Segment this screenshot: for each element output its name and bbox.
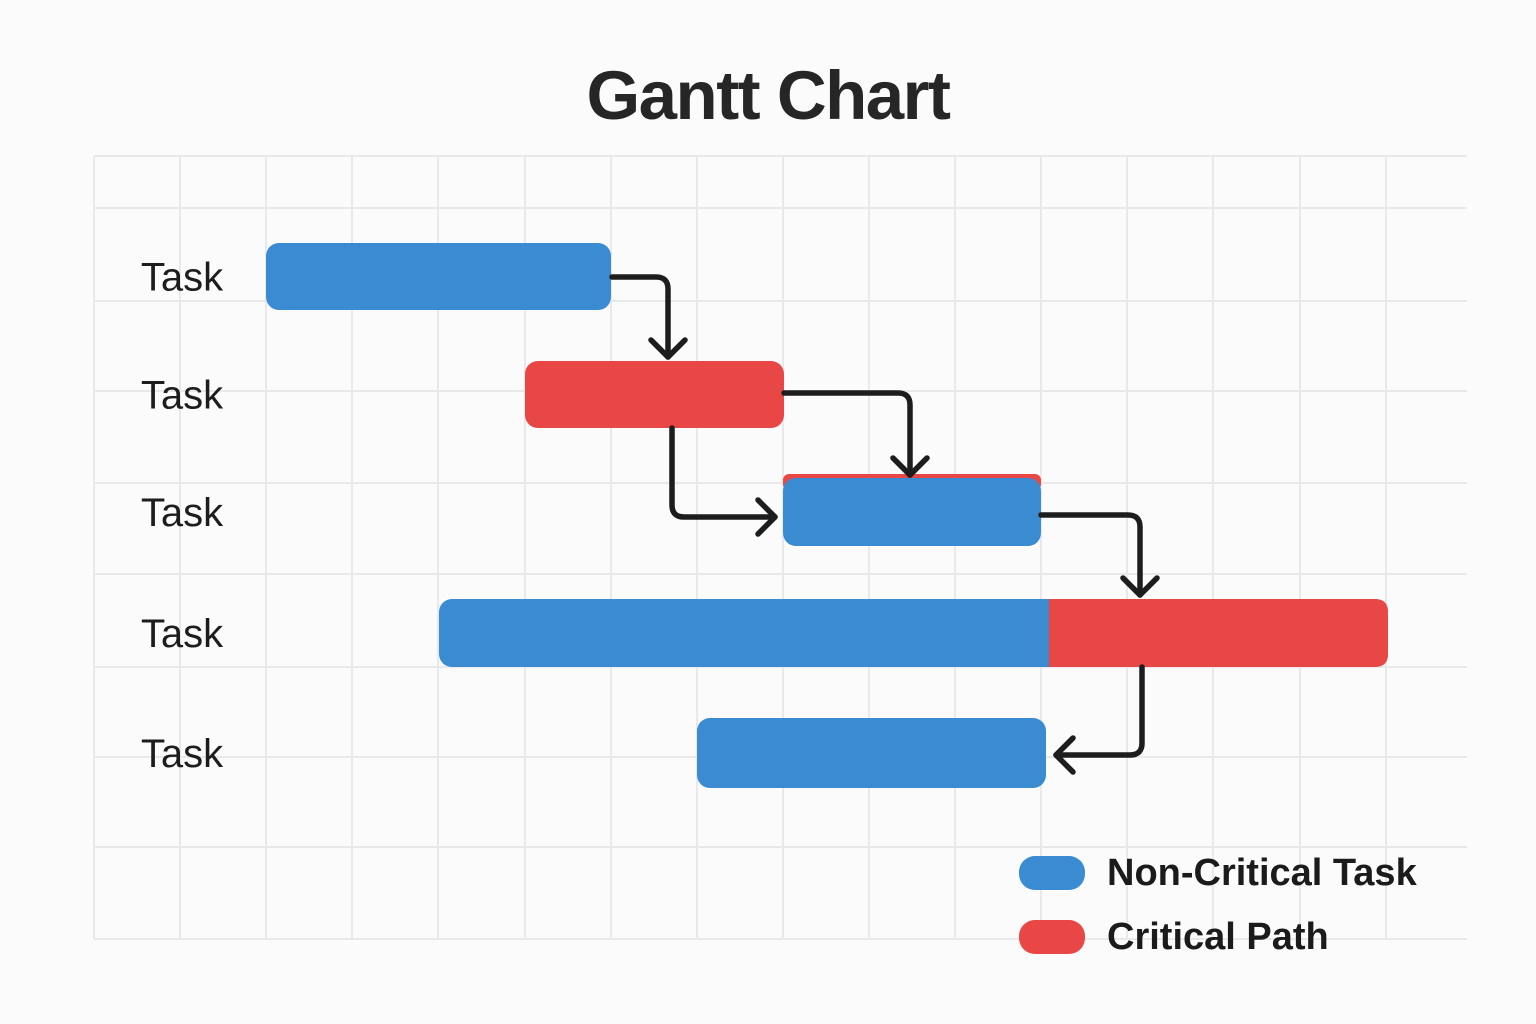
arrowhead-chevron-icon bbox=[1053, 735, 1076, 775]
task-bar-segment-non-critical bbox=[697, 718, 1046, 788]
task-bar-segment-non-critical bbox=[266, 243, 611, 310]
dependency-arrow-line bbox=[669, 425, 778, 520]
dependency-arrow-line bbox=[1038, 512, 1143, 598]
arrowhead-chevron-icon bbox=[755, 497, 778, 537]
legend-item-critical: Critical Path bbox=[1019, 918, 1417, 956]
dependency-arrow-line bbox=[609, 274, 671, 360]
arrowhead-chevron-icon bbox=[1120, 575, 1160, 598]
task-bar-segment-critical bbox=[525, 361, 784, 428]
legend-label: Critical Path bbox=[1107, 916, 1329, 958]
legend-swatch-critical bbox=[1019, 920, 1085, 954]
dependency-arrow-line bbox=[1053, 664, 1145, 758]
task-row-label: Task bbox=[141, 374, 224, 418]
legend-item-non-critical: Non-Critical Task bbox=[1019, 854, 1417, 892]
task-bar-segment-critical bbox=[1049, 599, 1388, 667]
task-row-label: Task bbox=[141, 491, 224, 535]
task-bars bbox=[266, 243, 1388, 788]
task-bar-segment-non-critical bbox=[783, 478, 1041, 546]
task-row-label: Task bbox=[141, 256, 224, 300]
dependency-arrows bbox=[609, 274, 1160, 775]
arrowhead-chevron-icon bbox=[890, 455, 930, 478]
legend-swatch-non-critical bbox=[1019, 856, 1085, 890]
legend-label: Non-Critical Task bbox=[1107, 852, 1417, 894]
chart-title: Gantt Chart bbox=[586, 57, 952, 134]
arrowhead-chevron-icon bbox=[648, 337, 688, 360]
task-row-label: Task bbox=[141, 732, 224, 776]
task-row-label: Task bbox=[141, 612, 224, 656]
task-row-labels: Task Task Task Task Task bbox=[141, 256, 224, 777]
dependency-arrow-line bbox=[781, 390, 913, 478]
legend: Non-Critical Task Critical Path bbox=[1019, 854, 1417, 956]
